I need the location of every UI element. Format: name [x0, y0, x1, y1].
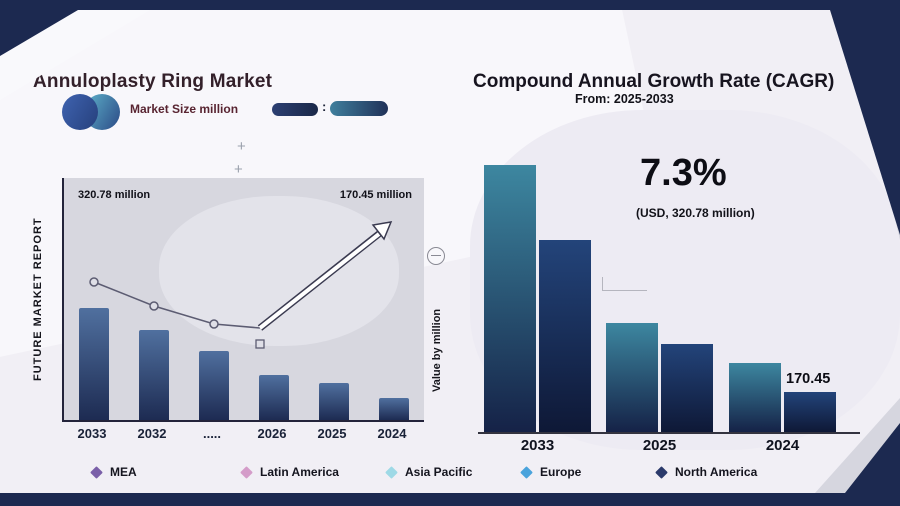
right-bar-groups: 2033 2025 2024: [478, 160, 860, 454]
right-bar-2024-secondary: [784, 392, 836, 432]
left-bar-2024: [379, 398, 409, 420]
left-x-label: 2024: [377, 426, 407, 441]
left-x-axis-labels: 2033 2032..... 2026 2025 2024: [62, 426, 422, 441]
right-bar-group-2033: 2033: [484, 165, 591, 454]
diamond-icon: [240, 465, 253, 479]
right-bar-2025-secondary: [661, 344, 713, 432]
disc-front-shape: [62, 94, 98, 130]
diamond-icon: [520, 465, 533, 479]
legend-colon: :: [322, 99, 327, 114]
right-bar-2024-primary: [729, 363, 781, 432]
left-bar-.....: [199, 351, 229, 420]
right-x-label: 2025: [642, 437, 677, 454]
plus-mark-icon: +: [237, 138, 246, 155]
left-plot-area: 320.78 million 170.45 million: [62, 178, 424, 422]
cagr-value: 7.3%: [640, 152, 727, 194]
trend-line-arrow: [89, 221, 393, 349]
left-x-label: .....: [202, 426, 222, 441]
left-bar-2025: [319, 383, 349, 420]
bracket-accent: [602, 277, 647, 291]
left-bar-2026: [259, 375, 289, 420]
right-bar-2025-primary: [606, 323, 658, 432]
right-x-label: 2024: [765, 437, 800, 454]
legend-item-asia-pacific: Asia Pacific: [385, 465, 473, 479]
legend-label: Asia Pacific: [405, 465, 473, 479]
market-size-disc-icon: [62, 92, 122, 132]
cagr-detail: (USD, 320.78 million): [636, 206, 755, 220]
right-bar-group-2024: 2024: [729, 363, 836, 454]
plot-cloud-shape: [159, 196, 399, 346]
legend-pill-teal: [330, 101, 388, 116]
legend-label: Latin America: [260, 465, 339, 479]
left-x-label: 2025: [317, 426, 347, 441]
right-chart-title: Compound Annual Growth Rate (CAGR): [473, 70, 835, 92]
annotation-start-value: 320.78 million: [78, 189, 151, 201]
right-bar-2033-primary: [484, 165, 536, 432]
right-y-axis-label: Value by million: [431, 308, 443, 393]
market-size-legend-label: Market Size million: [130, 102, 239, 116]
left-x-label: 2033: [77, 426, 107, 441]
legend-pill-navy: [272, 103, 318, 116]
plus-mark-icon: +: [234, 161, 243, 178]
legend-label: North America: [675, 465, 758, 479]
minus-circle-icon: [427, 247, 445, 265]
legend-item-latin-america: Latin America: [240, 465, 339, 479]
left-chart-title: Annuloplasty Ring Market: [33, 70, 273, 92]
diamond-icon: [385, 465, 398, 479]
right-chart-subtitle: From: 2025-2033: [575, 92, 674, 106]
frame-top-bar: [0, 0, 900, 10]
left-y-axis-label: FUTURE MARKET REPORT: [32, 217, 44, 381]
annotation-end-value: 170.45 million: [339, 189, 412, 201]
right-x-label: 2033: [520, 437, 555, 454]
legend-item-mea: MEA: [90, 465, 137, 479]
left-x-label: 2026: [257, 426, 287, 441]
legend-label: Europe: [540, 465, 582, 479]
left-bar-2033: [79, 308, 109, 420]
frame-bottom-bar: [0, 493, 900, 506]
left-x-label: 2032: [137, 426, 167, 441]
diamond-icon: [90, 465, 103, 479]
left-bars: [64, 308, 424, 420]
legend-item-europe: Europe: [520, 465, 582, 479]
right-bar-2033-secondary: [539, 240, 591, 432]
legend-item-north-america: North America: [655, 465, 758, 479]
value-label-2024: 170.45: [786, 371, 831, 387]
region-legend: MEA Latin America Asia Pacific Europe North …: [0, 463, 900, 487]
right-bar-group-2025: 2025: [606, 323, 713, 454]
legend-label: MEA: [110, 465, 137, 479]
diamond-icon: [655, 465, 668, 479]
left-bar-2032: [139, 330, 169, 420]
